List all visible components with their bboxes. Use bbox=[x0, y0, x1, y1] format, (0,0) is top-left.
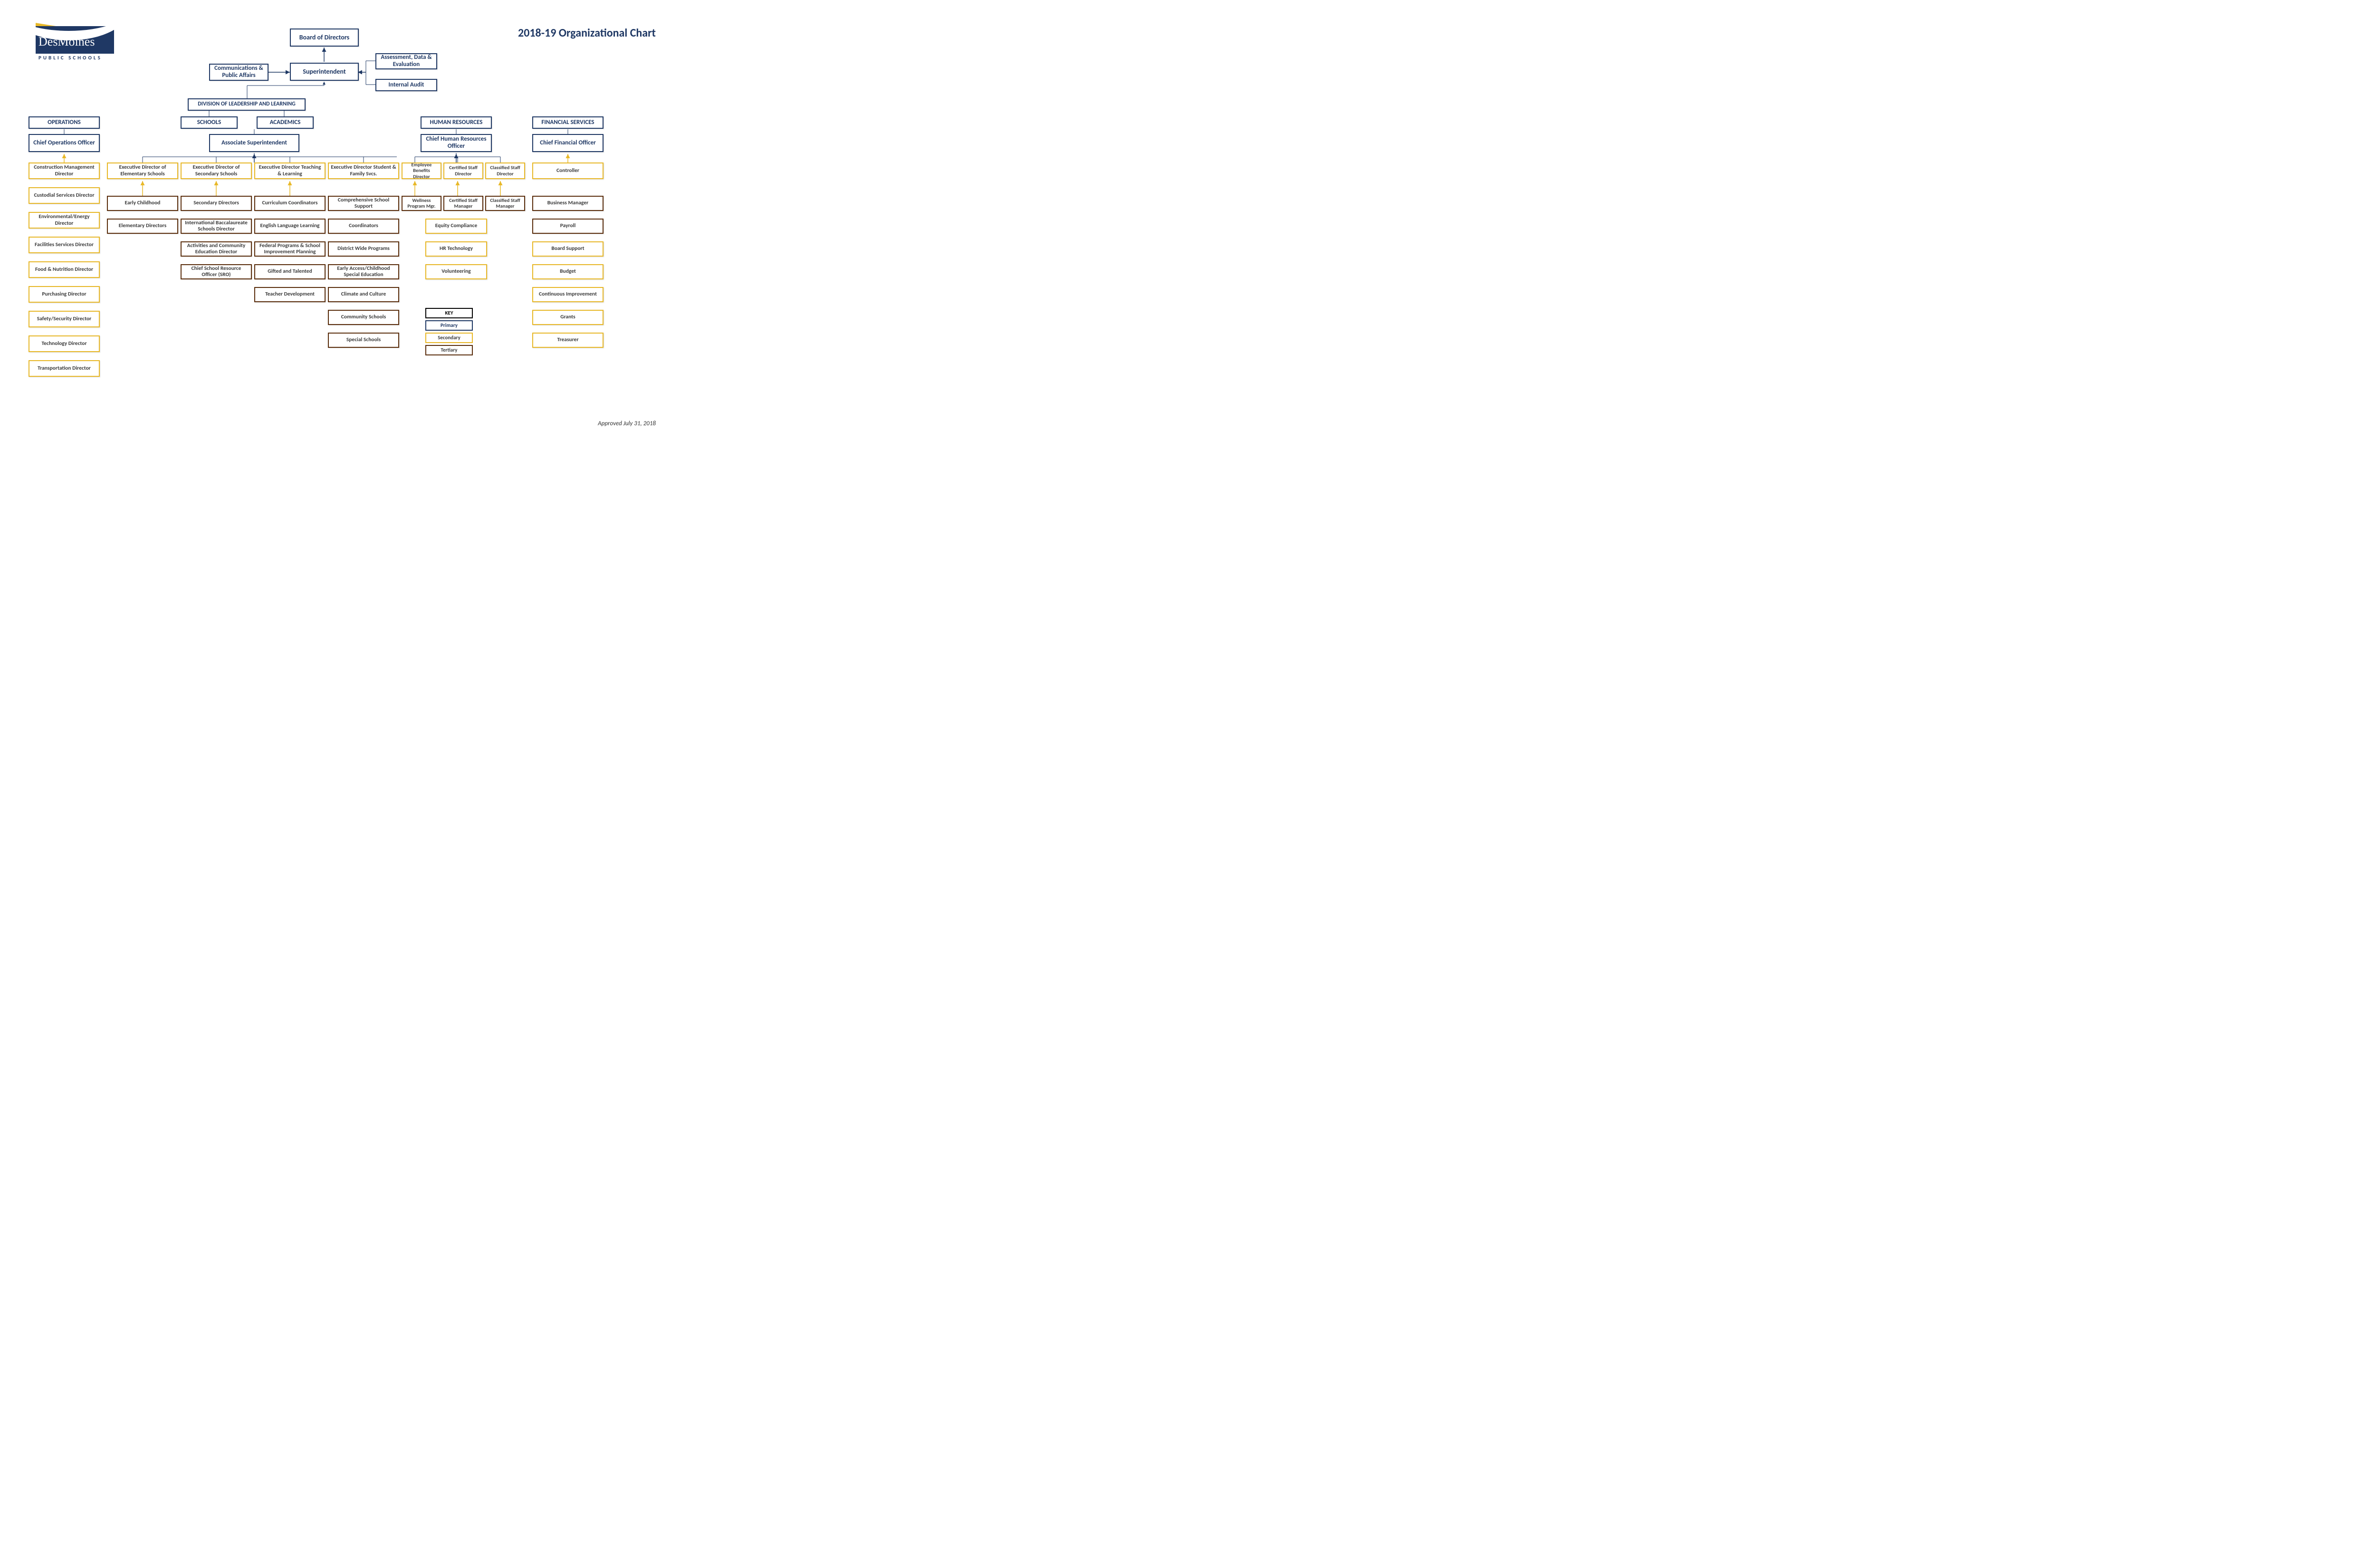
hr-r1-1: Certified Staff Manager bbox=[443, 196, 483, 211]
hr-r1-2: Classified Staff Manager bbox=[485, 196, 525, 211]
stud-0: Comprehensive School Support bbox=[328, 196, 399, 211]
page-title: 2018-19 Organizational Chart bbox=[518, 26, 656, 40]
sec-dir: Executive Director of Secondary Schools bbox=[181, 163, 252, 179]
teach-0: Curriculum Coordinators bbox=[254, 196, 326, 211]
teach-4: Teacher Development bbox=[254, 287, 326, 302]
stud-4: Climate and Culture bbox=[328, 287, 399, 302]
ops-1: Custodial Services Director bbox=[29, 187, 100, 204]
footer-approved: Approved July 31, 2018 bbox=[598, 420, 656, 427]
stud-2: District Wide Programs bbox=[328, 241, 399, 257]
key-primary: Primary bbox=[425, 320, 473, 331]
dept-academics: ACADEMICS bbox=[257, 116, 314, 129]
fin-2: Board Support bbox=[532, 241, 604, 257]
hr-r1-0: Wellness Program Mgr. bbox=[402, 196, 441, 211]
hr-dir-0: Employee Benefits Director bbox=[402, 163, 441, 179]
dept-schools: SCHOOLS bbox=[181, 116, 238, 129]
fin-1: Payroll bbox=[532, 219, 604, 234]
ops-0: Construction Management Director bbox=[29, 163, 100, 179]
key-secondary: Secondary bbox=[425, 333, 473, 343]
logo-text-main: DesMoines bbox=[38, 35, 95, 49]
stud-dir: Executive Director Student & Family Svcs… bbox=[328, 163, 399, 179]
elem-dir: Executive Director of Elementary Schools bbox=[107, 163, 178, 179]
hr-c-0: Equity Compliance bbox=[425, 219, 487, 234]
chief-coo: Chief Operations Officer bbox=[29, 134, 100, 152]
teach-3: Gifted and Talented bbox=[254, 264, 326, 279]
chief-cfo: Chief Financial Officer bbox=[532, 134, 604, 152]
node-division: DIVISION OF LEADERSHIP AND LEARNING bbox=[188, 98, 306, 111]
elem-1: Elementary Directors bbox=[107, 219, 178, 234]
ops-8: Transportation Director bbox=[29, 360, 100, 377]
elem-0: Early Childhood bbox=[107, 196, 178, 211]
hr-c-2: Volunteering bbox=[425, 264, 487, 279]
key-title: KEY bbox=[425, 308, 473, 318]
node-comms: Communications & Public Affairs bbox=[209, 64, 268, 81]
teach-1: English Language Learning bbox=[254, 219, 326, 234]
sec-2: Activities and Community Education Direc… bbox=[181, 241, 252, 257]
fin-6: Treasurer bbox=[532, 333, 604, 348]
stud-5: Community Schools bbox=[328, 310, 399, 325]
stud-1: Coordinators bbox=[328, 219, 399, 234]
ops-3: Facilities Services Director bbox=[29, 237, 100, 253]
logo-text-sub: PUBLIC SCHOOLS bbox=[38, 55, 102, 61]
sec-1: International Baccalaureate Schools Dire… bbox=[181, 219, 252, 234]
teach-dir: Executive Director Teaching & Learning bbox=[254, 163, 326, 179]
key-tertiary: Tertiary bbox=[425, 345, 473, 355]
chief-assoc: Associate Superintendent bbox=[209, 134, 299, 152]
node-assessment: Assessment, Data & Evaluation bbox=[375, 53, 437, 69]
teach-2: Federal Programs & School Improvement Pl… bbox=[254, 241, 326, 257]
dept-hr: HUMAN RESOURCES bbox=[421, 116, 492, 129]
sec-0: Secondary Directors bbox=[181, 196, 252, 211]
dept-financial: FINANCIAL SERVICES bbox=[532, 116, 604, 129]
ops-7: Technology Director bbox=[29, 335, 100, 352]
fin-4: Continuous Improvement bbox=[532, 287, 604, 302]
fin-0: Business Manager bbox=[532, 196, 604, 211]
fin-5: Grants bbox=[532, 310, 604, 325]
ops-2: Environmental/Energy Director bbox=[29, 212, 100, 229]
stud-3: Early Access/Childhood Special Education bbox=[328, 264, 399, 279]
hr-dir-1: Certified Staff Director bbox=[443, 163, 483, 179]
stud-6: Special Schools bbox=[328, 333, 399, 348]
node-audit: Internal Audit bbox=[375, 79, 437, 91]
hr-dir-2: Classified Staff Director bbox=[485, 163, 525, 179]
ops-4: Food & Nutrition Director bbox=[29, 261, 100, 278]
node-board: Board of Directors bbox=[290, 29, 359, 47]
fin-3: Budget bbox=[532, 264, 604, 279]
sec-3: Chief School Resource Officer (SRO) bbox=[181, 264, 252, 279]
ops-6: Safety/Security Director bbox=[29, 311, 100, 327]
fin-dir: Controller bbox=[532, 163, 604, 179]
hr-c-1: HR Technology bbox=[425, 241, 487, 257]
logo: DesMoines PUBLIC SCHOOLS bbox=[36, 20, 114, 62]
ops-5: Purchasing Director bbox=[29, 286, 100, 303]
chief-chro: Chief Human Resources Officer bbox=[421, 134, 492, 152]
dept-operations: OPERATIONS bbox=[29, 116, 100, 129]
node-superintendent: Superintendent bbox=[290, 63, 359, 81]
